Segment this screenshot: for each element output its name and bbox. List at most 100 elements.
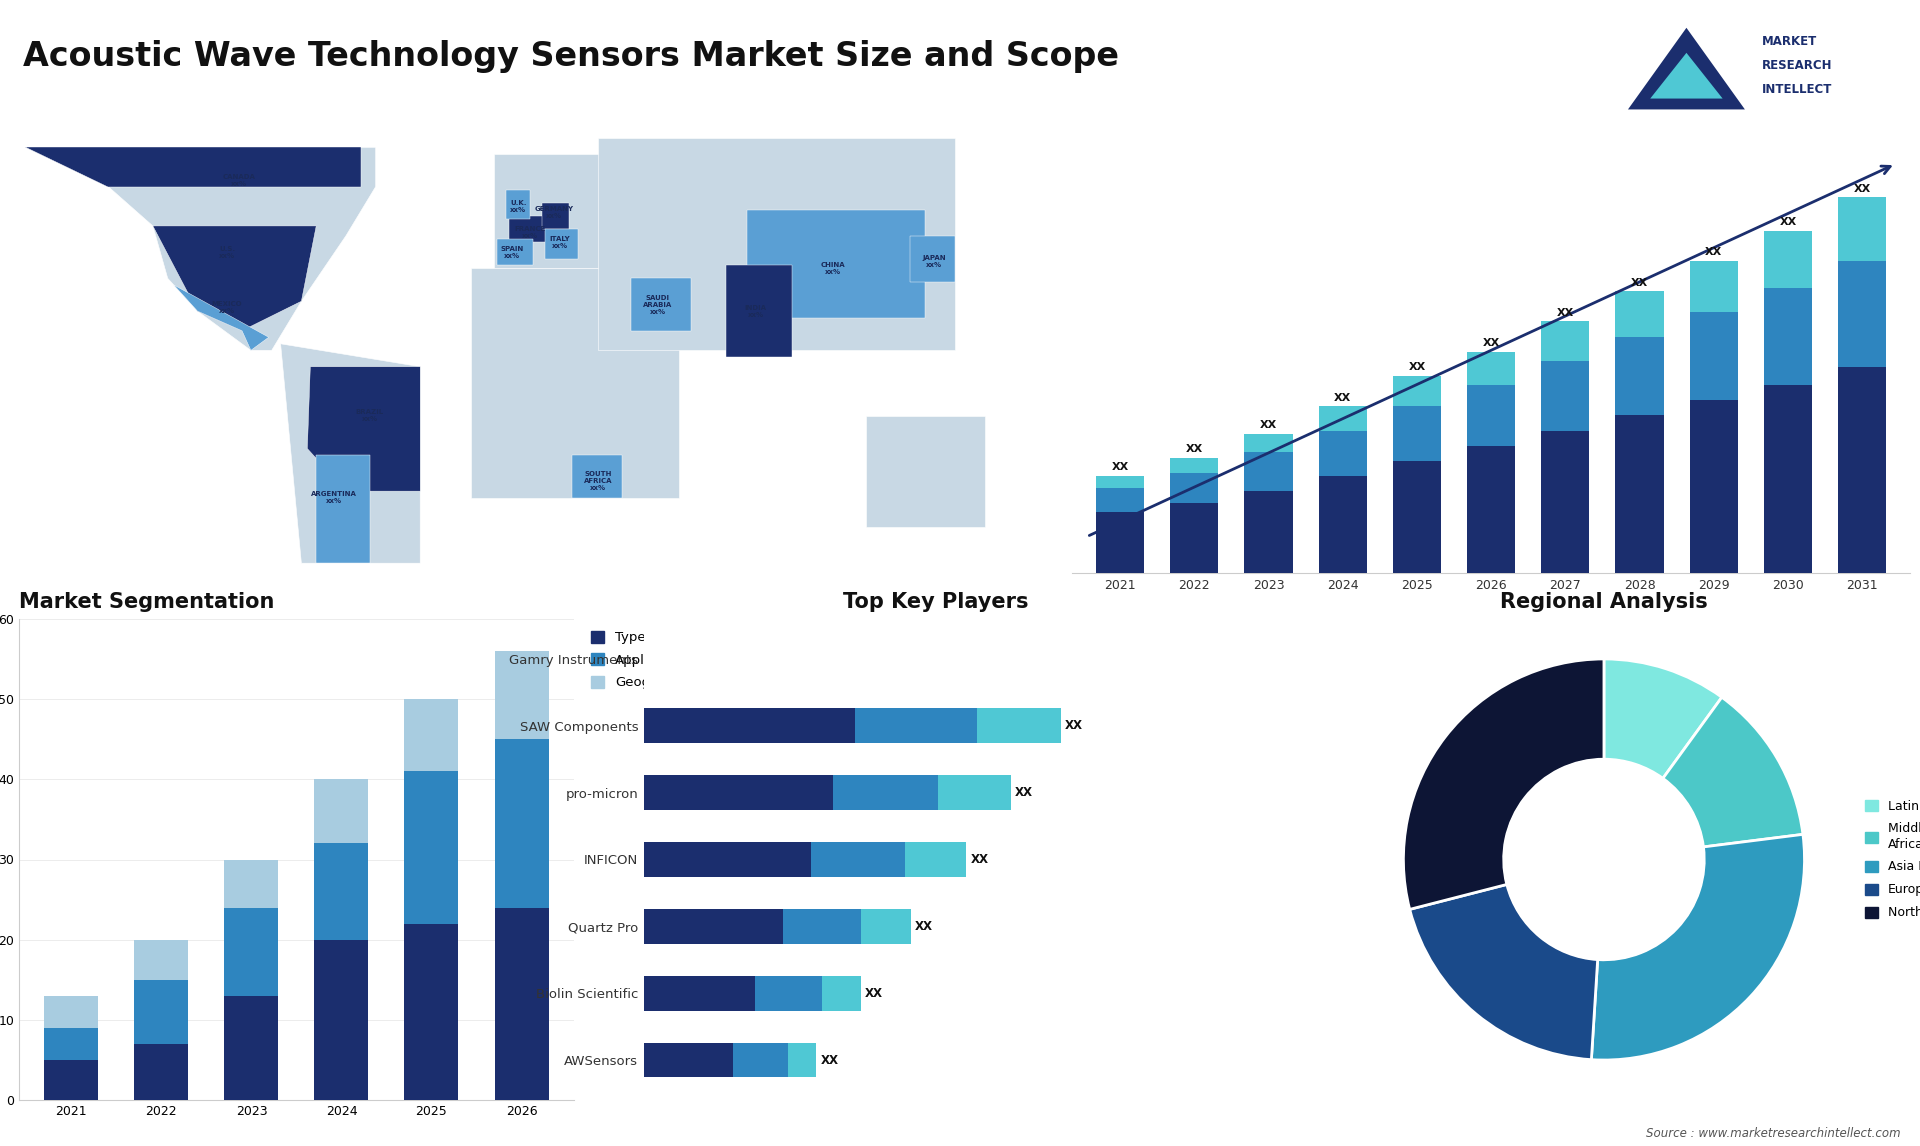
Polygon shape: [507, 190, 530, 219]
Text: XX: XX: [1853, 183, 1870, 194]
Text: JAPAN
xx%: JAPAN xx%: [922, 256, 947, 268]
Wedge shape: [1603, 659, 1722, 778]
Legend: Latin America, Middle East &
Africa, Asia Pacific, Europe, North America: Latin America, Middle East & Africa, Asi…: [1860, 794, 1920, 925]
Bar: [1244, 433, 1292, 452]
Bar: [783, 909, 860, 944]
Text: ITALY
xx%: ITALY xx%: [549, 236, 570, 249]
Text: INTELLECT: INTELLECT: [1763, 84, 1832, 96]
Bar: [643, 775, 833, 810]
Bar: [1244, 452, 1292, 492]
Bar: [643, 842, 810, 877]
Bar: [1319, 407, 1367, 431]
Polygon shape: [25, 148, 361, 187]
Bar: [225, 860, 278, 908]
Bar: [405, 771, 459, 924]
Title: Regional Analysis: Regional Analysis: [1500, 591, 1707, 612]
Text: MARKET: MARKET: [1763, 36, 1816, 48]
Text: FRANCE
xx%: FRANCE xx%: [515, 226, 545, 240]
Bar: [1690, 261, 1738, 313]
Polygon shape: [866, 416, 985, 527]
Text: XX: XX: [1112, 462, 1129, 472]
Text: Source : www.marketresearchintellect.com: Source : www.marketresearchintellect.com: [1645, 1128, 1901, 1140]
Bar: [1615, 416, 1665, 573]
Bar: [1542, 361, 1590, 431]
Polygon shape: [25, 148, 376, 351]
Bar: [44, 996, 98, 1028]
Text: XX: XX: [916, 920, 933, 933]
Polygon shape: [541, 203, 568, 229]
Polygon shape: [747, 210, 925, 317]
Polygon shape: [632, 278, 691, 331]
Bar: [810, 842, 904, 877]
Bar: [1392, 376, 1442, 407]
Bar: [904, 842, 966, 877]
Bar: [1467, 352, 1515, 385]
Bar: [733, 1043, 789, 1077]
Text: U.K.
xx%: U.K. xx%: [511, 199, 526, 213]
Bar: [134, 940, 188, 980]
Bar: [833, 775, 939, 810]
Text: XX: XX: [1260, 419, 1277, 430]
Circle shape: [1503, 759, 1705, 960]
Text: GERMANY
xx%: GERMANY xx%: [534, 206, 574, 219]
Bar: [822, 976, 860, 1011]
Bar: [643, 708, 854, 743]
Wedge shape: [1663, 697, 1803, 847]
Polygon shape: [1649, 53, 1722, 99]
Bar: [643, 909, 783, 944]
Legend: Type, Application, Geography: Type, Application, Geography: [586, 626, 695, 694]
Bar: [495, 651, 549, 739]
Bar: [1837, 367, 1885, 573]
Polygon shape: [280, 344, 420, 563]
Text: XX: XX: [1630, 277, 1647, 288]
Bar: [1171, 503, 1219, 573]
Text: XX: XX: [1780, 217, 1797, 227]
Polygon shape: [545, 229, 578, 259]
Text: RESEARCH: RESEARCH: [1763, 60, 1832, 72]
Bar: [1171, 473, 1219, 503]
Text: ARGENTINA
xx%: ARGENTINA xx%: [311, 492, 357, 504]
Bar: [44, 1028, 98, 1060]
Bar: [1615, 291, 1665, 337]
Bar: [1244, 492, 1292, 573]
Polygon shape: [470, 268, 678, 497]
Text: XX: XX: [1705, 248, 1722, 257]
Polygon shape: [307, 367, 420, 492]
Bar: [1319, 476, 1367, 573]
Bar: [1096, 476, 1144, 488]
Bar: [315, 779, 369, 843]
Text: SOUTH
AFRICA
xx%: SOUTH AFRICA xx%: [584, 471, 612, 492]
Wedge shape: [1404, 659, 1603, 910]
Text: XX: XX: [1557, 308, 1574, 317]
Polygon shape: [572, 455, 622, 497]
Bar: [643, 976, 755, 1011]
Polygon shape: [154, 226, 317, 331]
Bar: [1467, 446, 1515, 573]
Bar: [495, 908, 549, 1100]
Wedge shape: [1409, 885, 1597, 1060]
Polygon shape: [173, 285, 269, 351]
Bar: [134, 1044, 188, 1100]
Bar: [134, 980, 188, 1044]
Text: XX: XX: [1482, 338, 1500, 348]
Bar: [1764, 288, 1812, 385]
Bar: [1764, 385, 1812, 573]
Polygon shape: [910, 236, 954, 282]
Bar: [1764, 230, 1812, 288]
Bar: [1615, 337, 1665, 416]
Polygon shape: [495, 154, 643, 268]
Text: SPAIN
xx%: SPAIN xx%: [501, 245, 524, 259]
Bar: [1392, 461, 1442, 573]
Text: U.S.
xx%: U.S. xx%: [219, 245, 234, 259]
Title: Top Key Players: Top Key Players: [843, 591, 1029, 612]
Text: XX: XX: [1334, 393, 1352, 402]
Text: XX: XX: [1409, 362, 1425, 372]
Bar: [1392, 407, 1442, 461]
Text: XX: XX: [1187, 445, 1204, 454]
Bar: [755, 976, 822, 1011]
Bar: [225, 908, 278, 996]
Bar: [860, 909, 910, 944]
Polygon shape: [497, 240, 534, 265]
Text: Market Segmentation: Market Segmentation: [19, 591, 275, 612]
Bar: [1467, 385, 1515, 446]
